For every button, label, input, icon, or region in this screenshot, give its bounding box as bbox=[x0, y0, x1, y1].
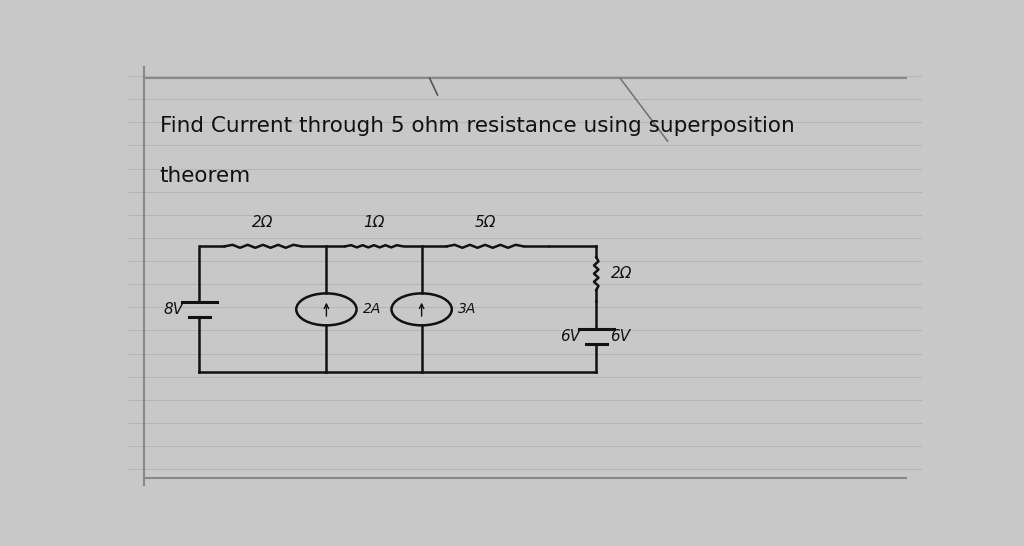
Text: 2Ω: 2Ω bbox=[252, 215, 273, 230]
Text: 1Ω: 1Ω bbox=[364, 215, 385, 230]
Text: 6V: 6V bbox=[610, 329, 631, 344]
Text: 3A: 3A bbox=[458, 302, 476, 316]
Text: 2Ω: 2Ω bbox=[610, 266, 632, 281]
Text: 8V: 8V bbox=[164, 302, 183, 317]
Text: 2A: 2A bbox=[362, 302, 381, 316]
Text: 6V: 6V bbox=[560, 329, 581, 344]
Text: theorem: theorem bbox=[160, 167, 251, 186]
Text: 5Ω: 5Ω bbox=[474, 215, 496, 230]
Text: Find Current through 5 ohm resistance using superposition: Find Current through 5 ohm resistance us… bbox=[160, 116, 795, 136]
